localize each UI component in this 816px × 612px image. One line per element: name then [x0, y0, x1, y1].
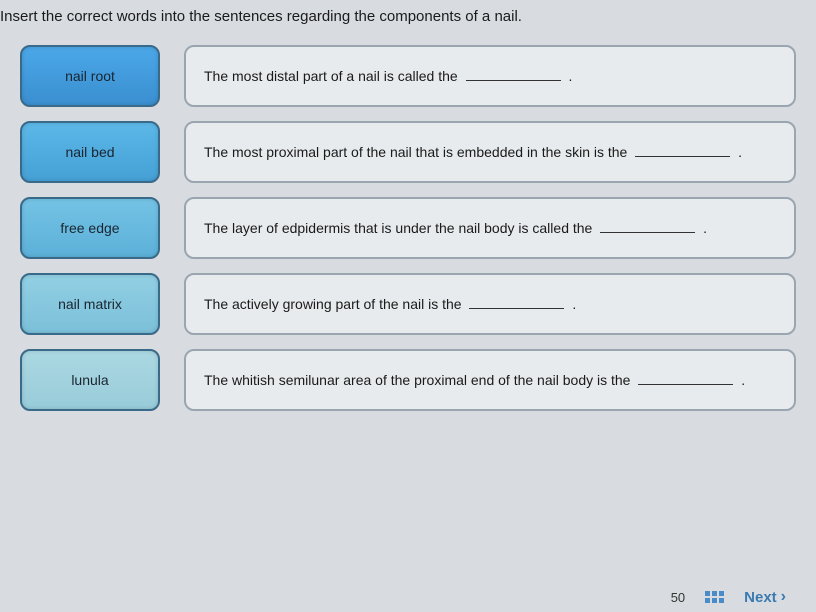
footer-nav: 50 Next ›	[671, 582, 786, 612]
term-nail-matrix[interactable]: nail matrix	[20, 273, 160, 335]
sentence-post: .	[568, 296, 576, 312]
exercise-row: nail matrix The actively growing part of…	[20, 273, 796, 335]
sentence-post: .	[734, 144, 742, 160]
chevron-right-icon: ›	[781, 588, 786, 606]
exercise-row: nail bed The most proximal part of the n…	[20, 121, 796, 183]
blank-slot[interactable]	[635, 143, 730, 157]
sentence-pre: The layer of edpidermis that is under th…	[204, 220, 596, 236]
instruction-text: Insert the correct words into the senten…	[0, 0, 816, 45]
sentence-pre: The most distal part of a nail is called…	[204, 68, 462, 84]
exercise-row: lunula The whitish semilunar area of the…	[20, 349, 796, 411]
sentence-post: .	[737, 372, 745, 388]
blank-slot[interactable]	[466, 67, 561, 81]
sentence-box-4[interactable]: The actively growing part of the nail is…	[184, 273, 796, 335]
page-counter: 50	[671, 590, 685, 605]
sentence-pre: The actively growing part of the nail is…	[204, 296, 465, 312]
sentence-pre: The most proximal part of the nail that …	[204, 144, 631, 160]
sentence-post: .	[565, 68, 573, 84]
sentence-box-3[interactable]: The layer of edpidermis that is under th…	[184, 197, 796, 259]
exercise-container: nail root The most distal part of a nail…	[0, 45, 816, 411]
sentence-pre: The whitish semilunar area of the proxim…	[204, 372, 634, 388]
term-nail-bed[interactable]: nail bed	[20, 121, 160, 183]
next-button[interactable]: Next ›	[744, 588, 786, 606]
term-lunula[interactable]: lunula	[20, 349, 160, 411]
exercise-row: nail root The most distal part of a nail…	[20, 45, 796, 107]
exercise-row: free edge The layer of edpidermis that i…	[20, 197, 796, 259]
next-label: Next	[744, 589, 777, 606]
sentence-post: .	[699, 220, 707, 236]
grid-icon[interactable]	[705, 591, 724, 603]
blank-slot[interactable]	[469, 295, 564, 309]
term-nail-root[interactable]: nail root	[20, 45, 160, 107]
sentence-box-5[interactable]: The whitish semilunar area of the proxim…	[184, 349, 796, 411]
sentence-box-1[interactable]: The most distal part of a nail is called…	[184, 45, 796, 107]
sentence-box-2[interactable]: The most proximal part of the nail that …	[184, 121, 796, 183]
term-free-edge[interactable]: free edge	[20, 197, 160, 259]
blank-slot[interactable]	[638, 371, 733, 385]
blank-slot[interactable]	[600, 219, 695, 233]
